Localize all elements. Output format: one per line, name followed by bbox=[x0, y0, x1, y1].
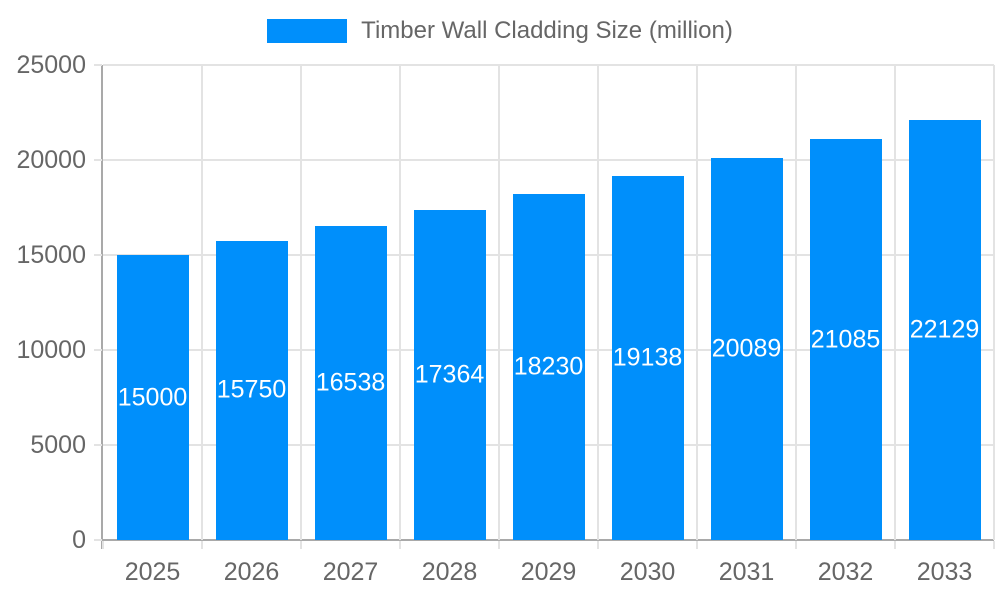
x-axis-label: 2030 bbox=[619, 558, 676, 586]
bar[interactable] bbox=[908, 119, 981, 540]
legend-label: Timber Wall Cladding Size (million) bbox=[361, 17, 733, 44]
y-axis-line bbox=[101, 65, 103, 549]
gridline-horizontal bbox=[103, 64, 994, 66]
bar[interactable] bbox=[611, 176, 684, 540]
y-axis-tick bbox=[94, 444, 102, 446]
x-axis-tick bbox=[993, 541, 995, 549]
x-axis-tick bbox=[102, 541, 104, 549]
y-axis-tick bbox=[94, 254, 102, 256]
y-axis-label: 5000 bbox=[30, 431, 86, 459]
y-axis-label: 15000 bbox=[16, 241, 86, 269]
bar[interactable] bbox=[215, 240, 288, 540]
gridline-vertical bbox=[597, 65, 599, 540]
legend-swatch-icon bbox=[267, 19, 348, 44]
bar[interactable] bbox=[314, 225, 387, 540]
y-axis-tick bbox=[94, 539, 102, 541]
bar[interactable] bbox=[116, 255, 189, 540]
y-axis-label: 10000 bbox=[16, 336, 86, 364]
x-axis-label: 2032 bbox=[817, 558, 874, 586]
gridline-horizontal bbox=[103, 159, 994, 161]
gridline-vertical bbox=[696, 65, 698, 540]
bar[interactable] bbox=[710, 158, 783, 540]
y-axis-label: 20000 bbox=[16, 146, 86, 174]
x-axis-label: 2025 bbox=[124, 558, 181, 586]
x-axis-tick bbox=[399, 541, 401, 549]
x-axis-tick bbox=[795, 541, 797, 549]
y-axis-tick bbox=[94, 159, 102, 161]
gridline-vertical bbox=[894, 65, 896, 540]
bar[interactable] bbox=[809, 139, 882, 540]
plot-area: 15000 15750 16538 17364 18230 19138 20089 21085… bbox=[103, 64, 995, 540]
x-axis-label: 2031 bbox=[718, 558, 775, 586]
legend-item[interactable]: Timber Wall Cladding Size (million) bbox=[0, 17, 1000, 46]
x-axis-tick bbox=[498, 541, 500, 549]
x-axis-tick bbox=[696, 541, 698, 549]
x-axis-label: 2029 bbox=[520, 558, 577, 586]
x-axis-label: 2026 bbox=[223, 558, 280, 586]
y-axis-label: 0 bbox=[72, 526, 86, 554]
x-axis-line bbox=[95, 539, 994, 541]
x-axis-tick bbox=[894, 541, 896, 549]
gridline-vertical bbox=[300, 65, 302, 540]
y-axis-tick bbox=[94, 64, 102, 66]
y-axis-label: 25000 bbox=[16, 51, 86, 79]
x-axis-label: 2033 bbox=[916, 558, 973, 586]
y-axis-tick bbox=[94, 349, 102, 351]
bar[interactable] bbox=[413, 210, 486, 540]
x-axis-tick bbox=[201, 541, 203, 549]
x-axis-label: 2028 bbox=[421, 558, 478, 586]
x-axis-label: 2027 bbox=[322, 558, 379, 586]
gridline-vertical bbox=[399, 65, 401, 540]
x-axis-tick bbox=[597, 541, 599, 549]
x-axis-tick bbox=[300, 541, 302, 549]
gridline-vertical bbox=[498, 65, 500, 540]
bar[interactable] bbox=[512, 193, 585, 540]
gridline-vertical bbox=[795, 65, 797, 540]
gridline-vertical bbox=[201, 65, 203, 540]
gridline-vertical bbox=[993, 65, 995, 540]
